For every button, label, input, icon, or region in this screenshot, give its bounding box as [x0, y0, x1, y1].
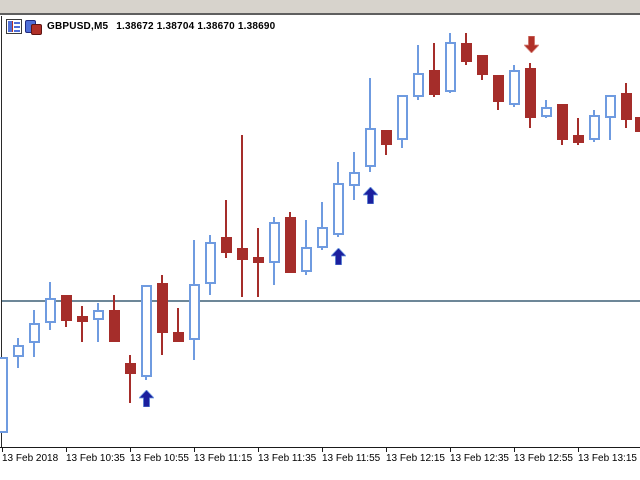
candle-wick — [129, 355, 131, 403]
time-axis-label: 13 Feb 12:15 — [386, 453, 445, 464]
candle-body — [13, 345, 24, 357]
candle-body — [397, 95, 408, 140]
candle-body — [333, 183, 344, 235]
candle-body — [301, 247, 312, 272]
candle-body — [269, 222, 280, 263]
candle-body — [429, 70, 440, 95]
candle-body — [621, 93, 632, 120]
time-axis-label: 13 Feb 10:55 — [130, 453, 189, 464]
candle-body — [445, 42, 456, 92]
candle-body — [573, 135, 584, 143]
candle-wick — [577, 118, 579, 145]
bar-chart-icon[interactable] — [25, 19, 42, 35]
buy-arrow-icon — [362, 186, 379, 205]
chart-canvas[interactable] — [0, 0, 640, 447]
chart-left-border — [1, 16, 2, 447]
candle-body — [141, 285, 152, 377]
window-top-strip — [0, 0, 640, 15]
time-axis-label: 13 Feb 10:35 — [66, 453, 125, 464]
candle-body — [61, 295, 72, 321]
time-axis-label: 13 Feb 12:35 — [450, 453, 509, 464]
horizontal-price-line — [2, 300, 640, 302]
time-axis-tick — [194, 448, 195, 452]
time-axis-label: 13 Feb 11:35 — [258, 453, 317, 464]
candle-body — [157, 283, 168, 333]
candle-wick — [97, 303, 99, 342]
candle-wick — [81, 306, 83, 342]
candle-body — [93, 310, 104, 320]
candle-body — [221, 237, 232, 253]
candle-body — [477, 55, 488, 75]
chart-header: GBPUSD,M5 1.38672 1.38704 1.38670 1.3869… — [6, 19, 276, 35]
time-axis-tick — [258, 448, 259, 452]
candle-body — [461, 43, 472, 62]
candle-body — [45, 298, 56, 323]
time-axis-tick — [514, 448, 515, 452]
candle-body — [189, 284, 200, 340]
time-axis-tick — [130, 448, 131, 452]
candle-body — [381, 130, 392, 145]
candle-body — [205, 242, 216, 284]
time-axis-label: 13 Feb 11:55 — [322, 453, 381, 464]
candle-body — [317, 227, 328, 248]
buy-arrow-icon — [138, 389, 155, 408]
ohlc-readout: 1.38672 1.38704 1.38670 1.38690 — [116, 21, 276, 32]
time-axis-label: 13 Feb 13:15 — [578, 453, 637, 464]
candle-body — [253, 257, 264, 263]
quotes-list-icon[interactable] — [6, 19, 22, 34]
candle-wick — [369, 78, 371, 172]
candle-body — [77, 316, 88, 322]
time-axis-tick — [386, 448, 387, 452]
candle-body — [541, 107, 552, 117]
time-axis: 13 Feb 2018 13 Feb 10:35 13 Feb 10:55 13 Fe… — [0, 447, 640, 480]
candle-body — [589, 115, 600, 140]
candle-wick — [225, 200, 227, 258]
candle-body — [173, 332, 184, 342]
candle-body — [493, 75, 504, 102]
candle-body — [509, 70, 520, 105]
candle-body — [109, 310, 120, 342]
time-axis-label: 13 Feb 2018 — [2, 453, 59, 464]
candle-body — [557, 104, 568, 140]
candle-body — [365, 128, 376, 167]
candle-body — [0, 357, 8, 433]
time-axis-tick — [66, 448, 67, 452]
candle-body — [413, 73, 424, 97]
candle-body — [125, 363, 136, 374]
candle-body — [635, 117, 640, 132]
time-axis-tick — [322, 448, 323, 452]
sell-arrow-icon — [523, 35, 540, 54]
candle-wick — [177, 308, 179, 342]
candle-body — [29, 323, 40, 343]
candle-wick — [417, 45, 419, 100]
candle-body — [525, 68, 536, 118]
time-axis-label: 13 Feb 11:15 — [194, 453, 253, 464]
candle-wick — [241, 135, 243, 297]
candle-body — [237, 248, 248, 260]
buy-arrow-icon — [330, 247, 347, 266]
time-axis-tick — [2, 448, 3, 452]
candle-body — [605, 95, 616, 118]
candle-body — [349, 172, 360, 186]
symbol-period-label: GBPUSD,M5 — [47, 21, 109, 32]
time-axis-tick — [578, 448, 579, 452]
candle-body — [285, 217, 296, 273]
time-axis-label: 13 Feb 12:55 — [514, 453, 573, 464]
candle-wick — [321, 202, 323, 250]
time-axis-tick — [450, 448, 451, 452]
